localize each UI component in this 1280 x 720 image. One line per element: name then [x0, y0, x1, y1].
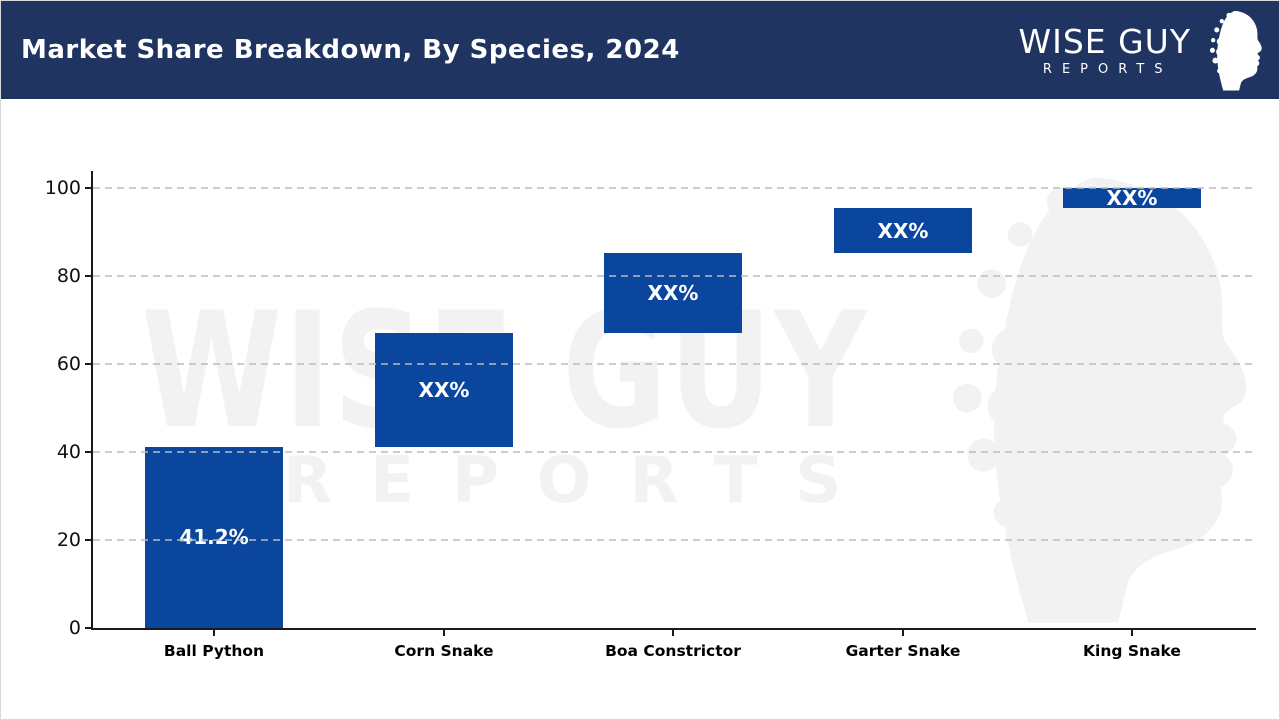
yaxis-layer: 0 20 40 60 80 100	[45, 171, 1256, 639]
ytick-mark-100	[85, 187, 93, 190]
ytick-mark-0	[85, 627, 93, 629]
xtick-mark-5	[1131, 628, 1133, 636]
gridline-60	[93, 363, 1256, 366]
bar-value-label: 41.2%	[179, 525, 249, 550]
bar-value-label: XX%	[877, 218, 929, 243]
bar-value-label: XX%	[1106, 186, 1158, 211]
ytick-label-80: 80	[56, 265, 81, 288]
bar-ball-python: 41.2%	[145, 446, 283, 628]
wiseguy-face-logo-icon	[1209, 10, 1262, 91]
header-bar: Market Share Breakdown, By Species, 2024…	[1, 1, 1279, 99]
gridline-40	[93, 451, 1256, 454]
ytick-label-100: 100	[44, 177, 81, 200]
xtick-mark-4	[902, 628, 904, 636]
bar-king-snake: XX%	[1063, 186, 1201, 211]
bar-garter-snake: XX%	[834, 207, 972, 254]
plot-area: 41.2% XX% XX% XX% XX% 0 20 40 60 80 100 Ball Pyth…	[45, 171, 1256, 660]
xlabel-king-snake: King Snake	[1083, 642, 1181, 660]
wiseguy-face-watermark-icon	[952, 177, 1247, 623]
ytick-mark-80	[85, 275, 93, 278]
ytick-label-60: 60	[56, 353, 81, 376]
gridline-20	[93, 539, 1256, 542]
xaxis-layer: Ball Python Corn Snake Boa Constrictor Gart…	[93, 171, 1256, 660]
ytick-mark-60	[85, 363, 93, 366]
wiseguy-logo-line1: WISE GUY	[1018, 21, 1191, 61]
wiseguy-logo: WISE GUY REPORTS	[1018, 1, 1265, 99]
xtick-mark-1	[213, 628, 215, 636]
page-title: Market Share Breakdown, By Species, 2024	[21, 35, 680, 65]
bar-boa-constrictor: XX%	[604, 253, 742, 334]
watermark-reports-text: REPORTS	[283, 444, 880, 518]
ytick-mark-40	[85, 451, 93, 454]
ytick-label-40: 40	[56, 441, 81, 464]
xlabel-ball-python: Ball Python	[163, 642, 265, 660]
bar-value-label: XX%	[647, 281, 699, 306]
xtick-mark-2	[443, 628, 445, 636]
xtick-mark-3	[672, 628, 674, 636]
wiseguy-logo-line2: REPORTS	[1042, 61, 1173, 77]
ytick-label-20: 20	[56, 529, 81, 552]
wiseguy-logo-text: WISE GUY REPORTS	[1018, 25, 1191, 76]
xlabel-corn-snake: Corn Snake	[394, 642, 494, 660]
xlabel-boa-constrictor: Boa Constrictor	[605, 642, 741, 660]
ytick-mark-20	[85, 539, 93, 542]
bar-corn-snake: XX%	[375, 333, 513, 447]
gridline-80	[93, 275, 1256, 278]
grid-layer	[93, 171, 1256, 628]
gridline-100	[93, 187, 1256, 190]
xlabel-garter-snake: Garter Snake	[845, 642, 961, 660]
bar-value-label: XX%	[418, 378, 470, 403]
ytick-label-0: 0	[68, 617, 81, 639]
bars-layer: 41.2% XX% XX% XX% XX%	[93, 171, 1256, 628]
